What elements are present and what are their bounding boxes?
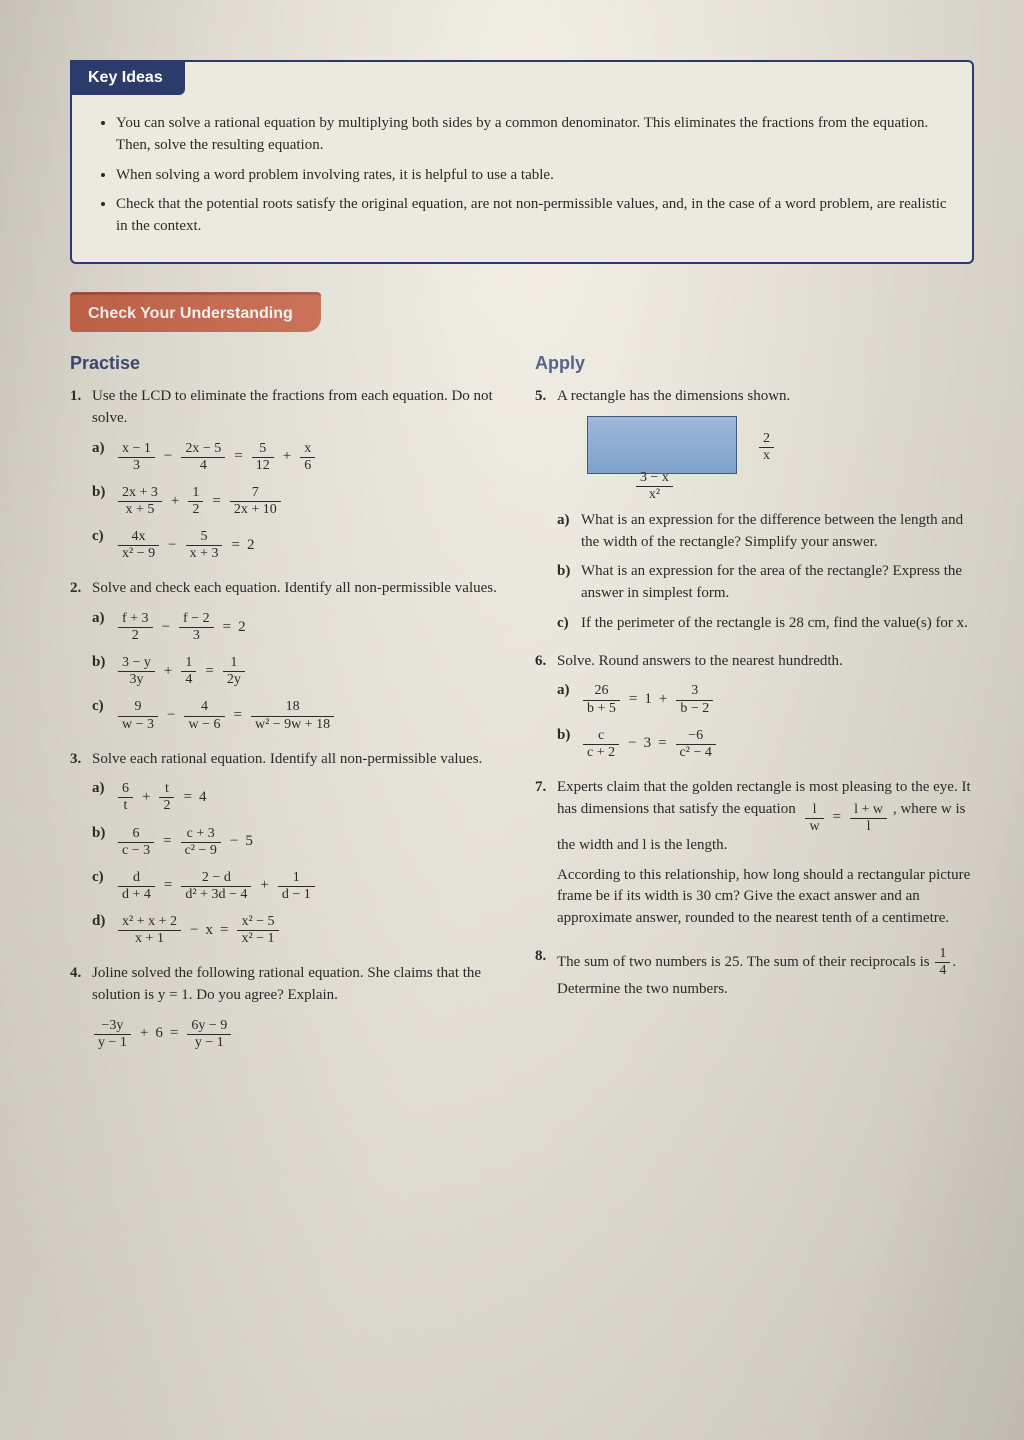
question-7: Experts claim that the golden rectangle …	[535, 777, 974, 930]
key-idea-item: You can solve a rational equation by mul…	[116, 113, 948, 157]
rect-length-label: 3 − xx²	[636, 470, 673, 503]
question-stem: Use the LCD to eliminate the fractions f…	[92, 388, 493, 426]
q3b: 6c − 3 = c + 3c² − 9 − 5	[92, 823, 509, 859]
q6a: 26b + 5 = 1 + 3b − 2	[557, 680, 974, 716]
q6b: cc + 2 − 3 = −6c² − 4	[557, 725, 974, 761]
q5c: If the perimeter of the rectangle is 28 …	[557, 613, 974, 635]
question-4: Joline solved the following rational equ…	[70, 963, 509, 1051]
question-stem: Joline solved the following rational equ…	[92, 965, 481, 1003]
apply-heading: Apply	[535, 350, 974, 376]
q2b: 3 − y3y + 14 = 12y	[92, 652, 509, 688]
apply-list: A rectangle has the dimensions shown. 2x…	[535, 386, 974, 1001]
q1c: 4xx² − 9 − 5x + 3 = 2	[92, 526, 509, 562]
question-3: Solve each rational equation. Identify a…	[70, 749, 509, 948]
q5b: What is an expression for the area of th…	[557, 561, 974, 605]
rectangle-diagram: 2x 3 − xx²	[587, 416, 974, 474]
q5a: What is an expression for the difference…	[557, 510, 974, 554]
question-2: Solve and check each equation. Identify …	[70, 578, 509, 732]
q3d: x² + x + 2x + 1 − x = x² − 5x² − 1	[92, 911, 509, 947]
question-8: The sum of two numbers is 25. The sum of…	[535, 946, 974, 1001]
question-stem: Solve and check each equation. Identify …	[92, 580, 497, 596]
q2c: 9w − 3 − 4w − 6 = 18w² − 9w + 18	[92, 696, 509, 732]
q3c: dd + 4 = 2 − dd² + 3d − 4 + 1d − 1	[92, 867, 509, 903]
q8-fraction: 14	[935, 946, 950, 979]
key-ideas-title: Key Ideas	[70, 60, 185, 95]
q8-stem-1: The sum of two numbers is 25. The sum of…	[557, 954, 933, 970]
apply-column: Apply A rectangle has the dimensions sho…	[535, 350, 974, 1067]
practise-heading: Practise	[70, 350, 509, 376]
question-stem: Solve. Round answers to the nearest hund…	[557, 653, 843, 669]
question-5: A rectangle has the dimensions shown. 2x…	[535, 386, 974, 635]
rectangle-shape: 2x 3 − xx²	[587, 416, 737, 474]
practise-column: Practise Use the LCD to eliminate the fr…	[70, 350, 509, 1067]
question-stem: Solve each rational equation. Identify a…	[92, 751, 482, 767]
key-ideas-box: Key Ideas You can solve a rational equat…	[70, 60, 974, 264]
q1a: x − 13 − 2x − 54 = 512 + x6	[92, 438, 509, 474]
question-1: Use the LCD to eliminate the fractions f…	[70, 386, 509, 562]
key-ideas-list: You can solve a rational equation by mul…	[72, 113, 972, 238]
q2a: f + 32 − f − 23 = 2	[92, 608, 509, 644]
two-column-layout: Practise Use the LCD to eliminate the fr…	[70, 350, 974, 1067]
key-idea-item: Check that the potential roots satisfy t…	[116, 194, 948, 238]
practise-list: Use the LCD to eliminate the fractions f…	[70, 386, 509, 1051]
check-understanding-title: Check Your Understanding	[70, 292, 321, 332]
q7-stem-2: According to this relationship, how long…	[557, 865, 974, 930]
q1b: 2x + 3x + 5 + 12 = 72x + 10	[92, 482, 509, 518]
key-idea-item: When solving a word problem involving ra…	[116, 165, 948, 187]
rect-width-label: 2x	[759, 431, 774, 464]
question-6: Solve. Round answers to the nearest hund…	[535, 651, 974, 761]
question-stem: A rectangle has the dimensions shown.	[557, 388, 790, 404]
q3a: 6t + t2 = 4	[92, 778, 509, 814]
